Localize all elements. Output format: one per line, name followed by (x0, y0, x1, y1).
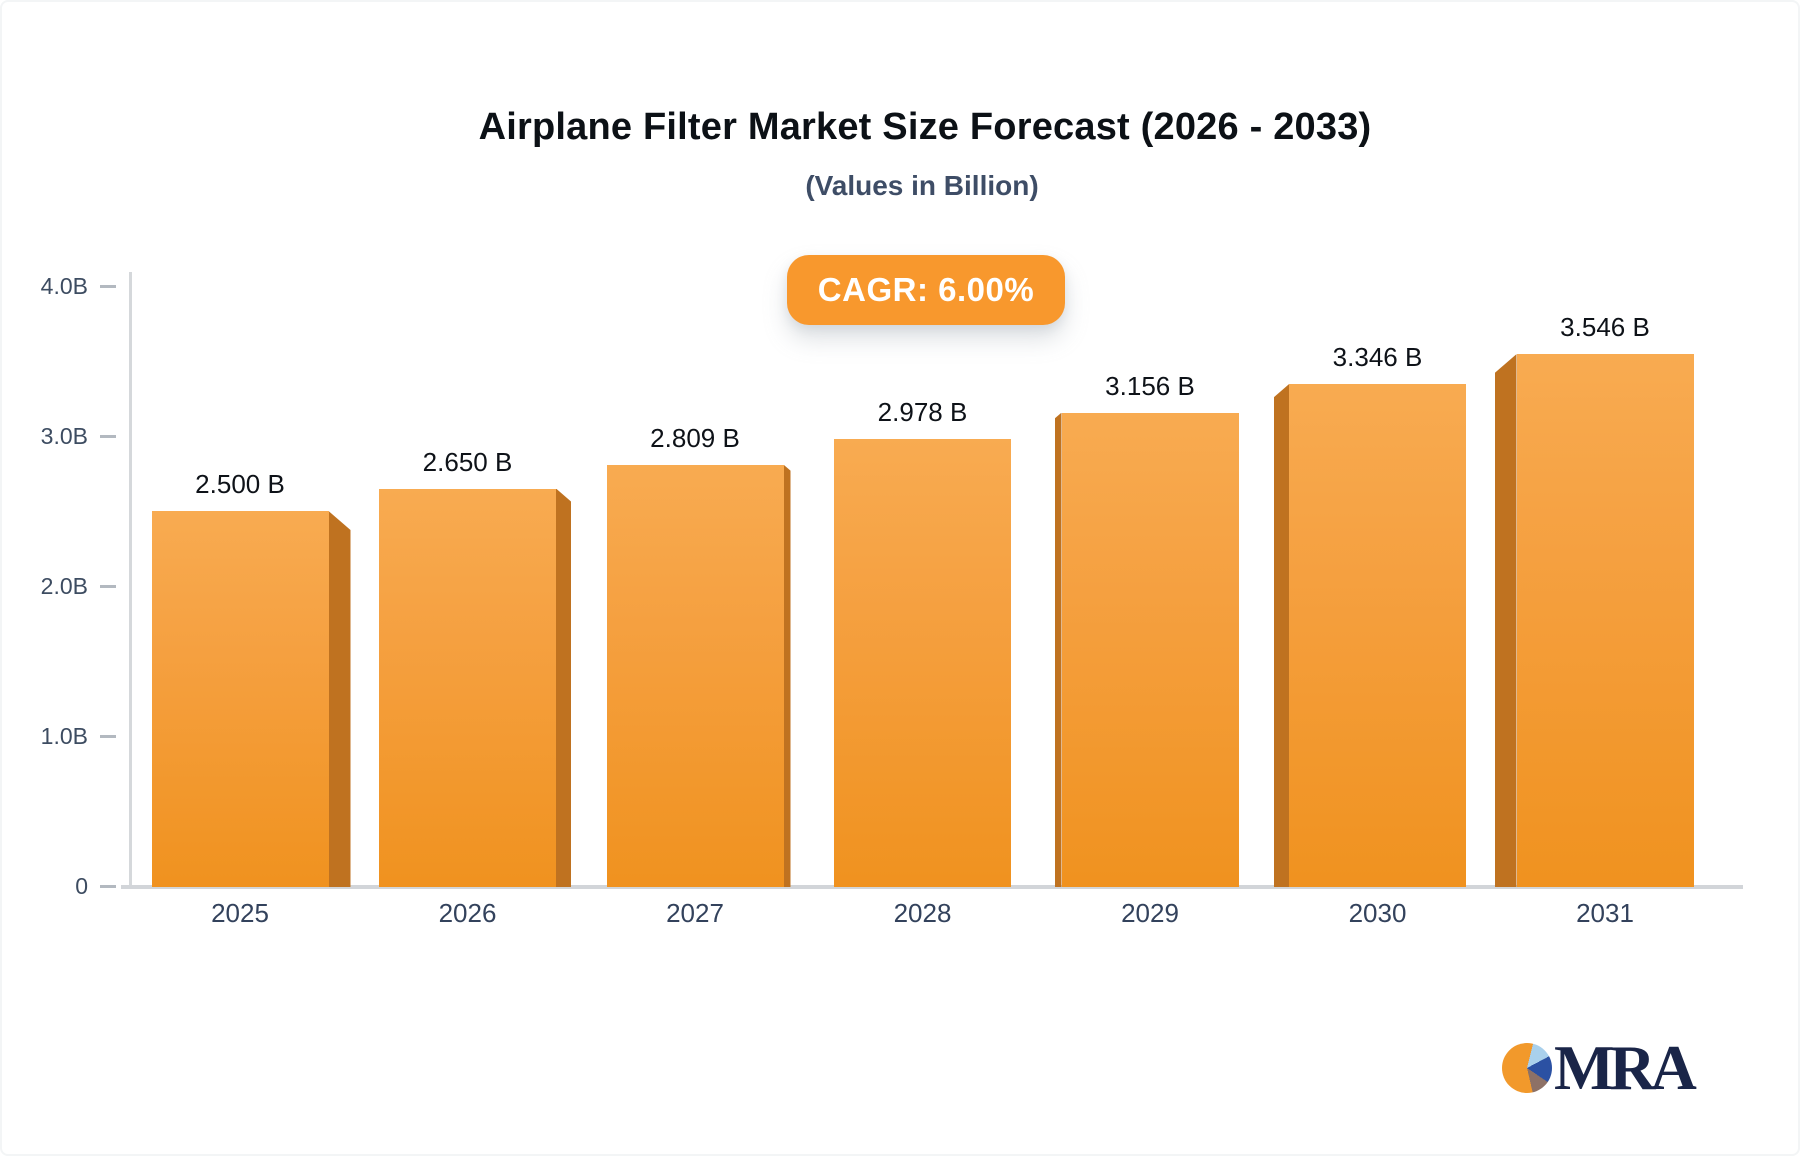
bar-value-label: 2.500 B (195, 469, 285, 499)
x-tick-label: 2029 (1121, 898, 1179, 928)
y-tick-label: 2.0B (40, 573, 88, 599)
chart-title: Airplane Filter Market Size Forecast (20… (478, 106, 1372, 148)
bar-value-label: 2.650 B (422, 446, 513, 477)
x-tick-label: 2025 (211, 898, 269, 928)
bar-3d-side (1274, 384, 1289, 887)
y-tick-mark (100, 285, 116, 288)
x-tick-label: 2026 (438, 898, 497, 928)
y-tick-mark (100, 735, 116, 738)
y-axis-line (129, 272, 132, 888)
bar-value-label: 3.546 B (1560, 312, 1650, 343)
bar-2030 (1289, 384, 1466, 887)
x-tick-label: 2027 (666, 898, 724, 928)
x-tick-label: 2030 (1348, 898, 1407, 928)
y-tick-label: 4.0B (40, 273, 88, 299)
bar-value-label: 3.346 B (1332, 342, 1423, 373)
y-tick-mark (100, 435, 116, 438)
bar-3d-side (328, 511, 351, 887)
bar-3d-side (556, 488, 571, 887)
bar-2028 (834, 439, 1011, 887)
y-tick-label: 3.0B (40, 423, 88, 449)
bar-2031 (1516, 354, 1694, 887)
x-axis-line (121, 885, 1743, 889)
bar-3d-side (1054, 412, 1062, 887)
brand-name: MRA (1554, 1032, 1697, 1103)
cagr-badge: CAGR: 6.00% (787, 255, 1065, 325)
y-tick-mark (100, 885, 116, 888)
bar-2025 (151, 511, 329, 887)
bar-value-label: 3.156 B (1105, 370, 1195, 401)
y-tick-label: 1.0B (40, 723, 88, 749)
chart-subtitle: (Values in Billion) (805, 170, 1039, 201)
pie-chart-logo-icon (1502, 1043, 1552, 1093)
bar-2029 (1061, 412, 1239, 887)
bar-2027 (606, 464, 784, 887)
bar-3d-side (783, 464, 791, 887)
bar-value-label: 2.978 B (877, 397, 968, 428)
x-tick-label: 2028 (893, 898, 952, 928)
y-tick-label: 0 (75, 873, 88, 899)
brand-logo: MRA (1502, 1032, 1697, 1103)
bar-value-label: 2.809 B (650, 422, 740, 453)
x-tick-label: 2031 (1576, 898, 1634, 928)
bar-3d-side (1494, 354, 1517, 887)
bar-2026 (379, 488, 556, 887)
y-tick-mark (100, 585, 116, 588)
